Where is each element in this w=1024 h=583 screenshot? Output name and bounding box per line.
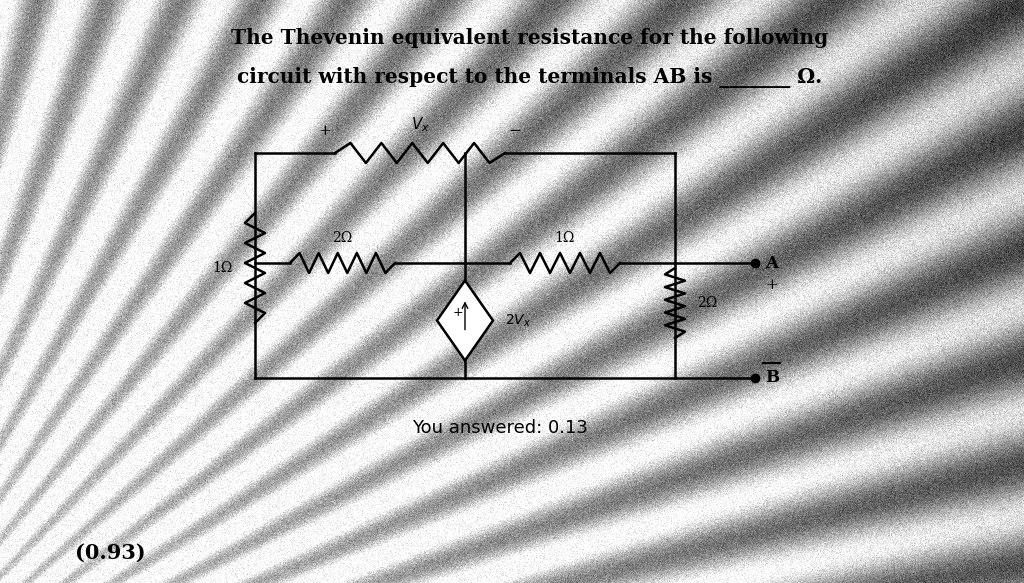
Text: $V_x$: $V_x$	[411, 115, 429, 134]
Text: +: +	[765, 278, 778, 292]
Text: +: +	[453, 306, 463, 319]
Text: +: +	[318, 124, 332, 138]
Text: −: −	[509, 124, 521, 138]
Text: A: A	[765, 255, 778, 272]
Text: The Thevenin equivalent resistance for the following: The Thevenin equivalent resistance for t…	[231, 28, 828, 48]
Text: $2V_x$: $2V_x$	[505, 312, 531, 329]
Text: 1Ω: 1Ω	[555, 231, 575, 245]
Text: 2Ω: 2Ω	[333, 231, 352, 245]
Text: circuit with respect to the terminals AB is _______ Ω.: circuit with respect to the terminals AB…	[238, 68, 822, 89]
Text: 2Ω: 2Ω	[697, 296, 717, 310]
Text: B: B	[765, 370, 779, 387]
Text: (0.93): (0.93)	[75, 543, 145, 563]
Text: 1Ω: 1Ω	[213, 261, 233, 275]
Text: You answered: 0.13: You answered: 0.13	[412, 419, 588, 437]
Polygon shape	[437, 280, 493, 360]
